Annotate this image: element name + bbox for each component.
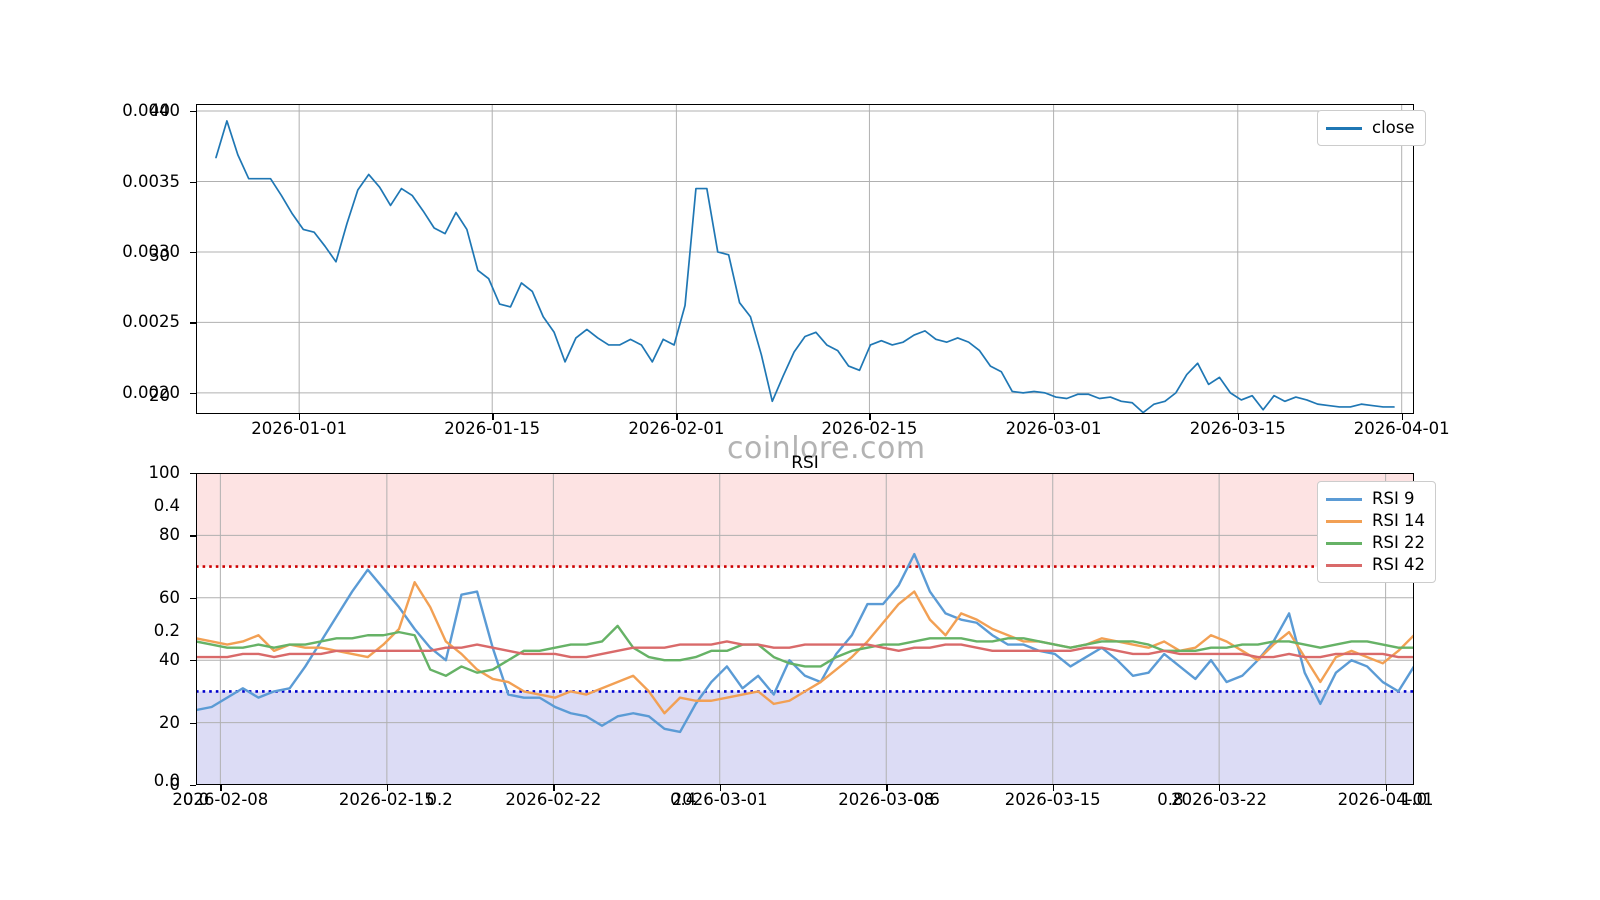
rsi-y-tick: 80 <box>159 525 180 545</box>
price-y-tick-ghost: 40 <box>149 101 170 121</box>
price-x-tick: 2026-02-01 <box>628 419 725 438</box>
price-x-tick: 2026-01-01 <box>251 419 348 438</box>
rsi-y-tick-ghost: 0.0 <box>153 771 180 791</box>
price-x-tickmark <box>1237 414 1240 420</box>
legend-line-swatch <box>1326 126 1362 130</box>
rsi-y-tickmark <box>190 473 196 475</box>
rsi-x-tickmark <box>1385 785 1387 791</box>
rsi-x-tickmark <box>1219 785 1221 791</box>
legend-line-swatch <box>1326 519 1362 523</box>
rsi-y-tickmark <box>190 722 196 724</box>
price-plot-area <box>196 104 1414 414</box>
rsi-y-tickmark <box>190 660 196 662</box>
legend-label: RSI 22 <box>1372 533 1426 552</box>
price-y-tickmark <box>190 322 196 324</box>
legend-label: close <box>1372 118 1415 137</box>
price-x-tickmark <box>1053 414 1055 420</box>
rsi-x-tick-ghost: 0.4 <box>670 790 697 809</box>
rsi-x-tick-ghost: 1.0 <box>1400 790 1428 809</box>
rsi-y-tickmark <box>190 597 196 600</box>
price-y-tick: 0.0020 <box>122 382 180 402</box>
legend-line-swatch <box>1326 497 1362 501</box>
price-legend: close <box>1317 110 1426 146</box>
rsi-x-tick-ghost: 0.2 <box>426 790 453 809</box>
price-y-tickmark <box>190 392 196 395</box>
price-y-tickmark <box>190 251 196 254</box>
legend-label: RSI 14 <box>1372 511 1426 530</box>
price-x-tick: 2026-01-15 <box>444 419 541 438</box>
rsi-panel-title: RSI <box>791 453 819 473</box>
rsi-legend-item[interactable]: RSI 42 <box>1326 554 1425 576</box>
price-legend-item[interactable]: close <box>1326 117 1415 139</box>
price-y-tick: 0.0040 <box>122 101 180 121</box>
rsi-y-tick: 0 <box>169 775 181 794</box>
rsi-x-tick: 2026-02-08 <box>172 790 269 809</box>
rsi-y-tick: 100 <box>148 463 181 482</box>
price-y-tickmark <box>190 111 196 113</box>
price-x-tickmark <box>492 414 494 420</box>
price-y-tick: 0.0035 <box>122 171 180 191</box>
rsi-x-tick: 2026-03-01 <box>671 790 768 809</box>
watermark-coinlore: coinlore.com <box>727 431 926 466</box>
legend-line-swatch <box>1326 563 1362 567</box>
price-x-tickmark <box>299 414 301 420</box>
price-x-tickmark <box>869 414 871 420</box>
rsi-legend-item[interactable]: RSI 9 <box>1326 488 1425 510</box>
price-y-tick-ghost: 30 <box>149 246 170 266</box>
rsi-x-tick: 2026-03-22 <box>1171 790 1268 809</box>
rsi-x-tick-ghost: 0.6 <box>913 790 940 809</box>
rsi-y-tick: 20 <box>159 712 180 732</box>
rsi-x-tickmark <box>220 785 222 791</box>
rsi-y-tickmark <box>190 535 196 537</box>
legend-line-swatch <box>1326 541 1362 545</box>
price-x-tick: 2026-03-15 <box>1189 419 1286 438</box>
rsi-x-tickmark <box>719 785 722 791</box>
rsi-y-tick: 40 <box>159 650 180 670</box>
rsi-x-tick-ghost: 0.0 <box>182 790 210 809</box>
rsi-x-tick-ghost: 0.8 <box>1157 790 1184 809</box>
rsi-legend-item[interactable]: RSI 14 <box>1326 510 1425 532</box>
rsi-y-tick-ghost: 0.2 <box>153 620 180 640</box>
rsi-x-tick: 2026-02-15 <box>338 790 435 809</box>
legend-label: RSI 9 <box>1372 489 1415 508</box>
rsi-legend: RSI 9 RSI 14 RSI 22 RSI 42 <box>1317 481 1437 583</box>
rsi-plot-area <box>196 473 1414 785</box>
rsi-y-tickmark <box>190 785 196 787</box>
rsi-x-tickmark <box>553 785 555 791</box>
price-y-tick: 0.0030 <box>122 241 180 261</box>
rsi-x-tickmark <box>886 785 888 791</box>
rsi-x-tick: 2026-03-08 <box>838 790 935 809</box>
rsi-y-tick: 60 <box>159 587 180 607</box>
price-x-tick: 2026-03-01 <box>1005 419 1102 438</box>
price-x-tickmark <box>1401 414 1403 420</box>
rsi-x-tickmark <box>1052 785 1055 791</box>
rsi-x-tick: 2026-03-15 <box>1004 790 1101 809</box>
rsi-x-tick: 2026-04-01 <box>1337 790 1434 809</box>
price-y-tick: 0.0025 <box>122 312 180 332</box>
rsi-y-tick-ghost: 0.4 <box>153 495 180 515</box>
rsi-x-tick: 2026-02-22 <box>505 790 602 809</box>
price-y-tickmark <box>190 181 196 183</box>
price-x-tick: 2026-04-01 <box>1353 419 1450 438</box>
price-y-tick-ghost: 20 <box>149 385 170 405</box>
price-x-tickmark <box>676 414 678 420</box>
rsi-x-tickmark <box>386 785 389 791</box>
rsi-chart-panel <box>196 473 1414 785</box>
price-x-tick: 2026-02-15 <box>821 419 918 438</box>
legend-label: RSI 42 <box>1372 555 1426 574</box>
price-chart-panel <box>196 104 1414 414</box>
rsi-legend-item[interactable]: RSI 22 <box>1326 532 1425 554</box>
